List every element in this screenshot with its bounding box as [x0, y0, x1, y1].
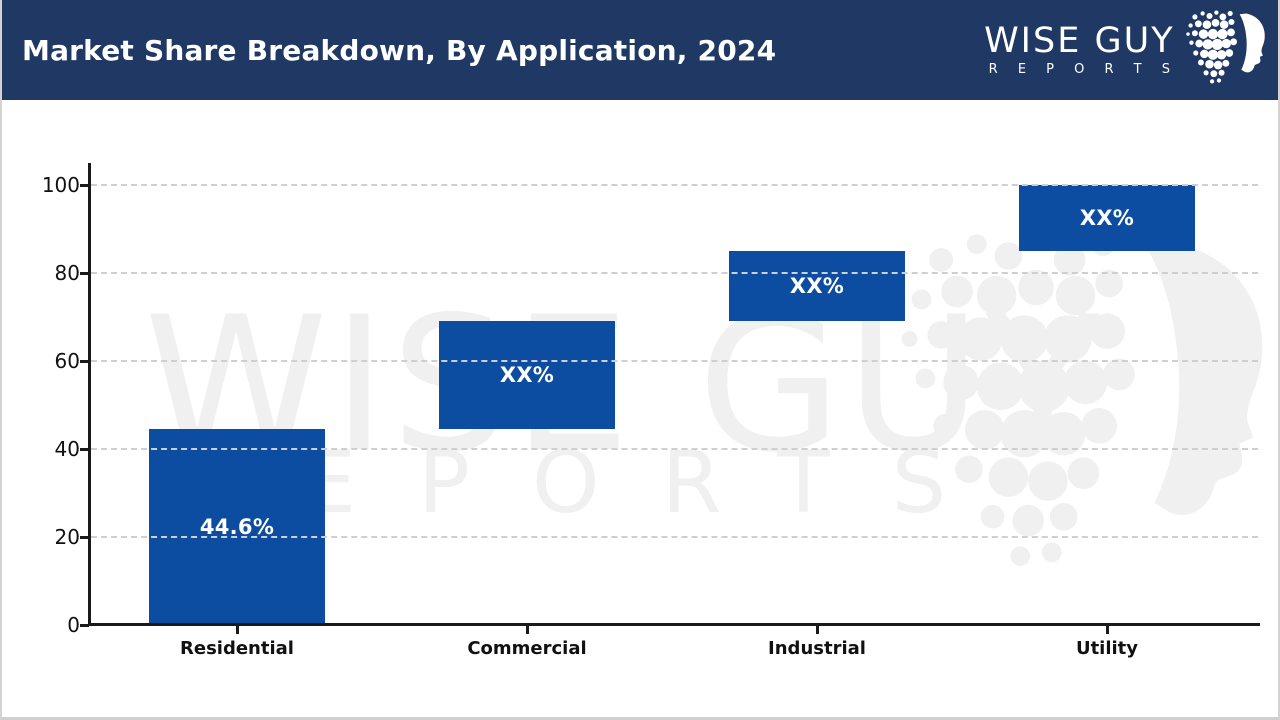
gridline [91, 360, 1258, 362]
gridline [91, 448, 1258, 450]
y-axis-line [88, 163, 91, 626]
bar-residential: 44.6% [149, 428, 325, 625]
y-tick-mark [80, 360, 89, 363]
brand-name: WISE GUY [984, 20, 1175, 61]
bar-value-label: XX% [789, 273, 845, 298]
chart-plot-area: WISE GUY REPORTS 0 20 40 60 80 100 Re [2, 100, 1278, 717]
bar-value-label: XX% [499, 362, 555, 387]
brand-logo-text: WISE GUY R E P O R T S [981, 20, 1178, 77]
header: Market Share Breakdown, By Application, … [2, 0, 1278, 100]
bar-value-label: 44.6% [199, 514, 275, 539]
x-tick-mark [1106, 625, 1109, 634]
x-tick-mark [526, 625, 529, 634]
y-tick-mark [80, 272, 89, 275]
gridline [91, 184, 1258, 186]
bar-industrial: XX% [729, 250, 905, 321]
y-tick-mark [80, 448, 89, 451]
y-tick-label: 100 [41, 173, 80, 197]
x-tick-mark [236, 625, 239, 634]
y-tick-mark [80, 624, 89, 627]
x-tick-label-utility: Utility [1075, 638, 1139, 659]
x-tick-mark [816, 625, 819, 634]
x-tick-label-industrial: Industrial [768, 638, 866, 659]
y-tick-label: 40 [54, 437, 80, 461]
bar-commercial: XX% [439, 320, 615, 429]
watermark-face-icon [901, 230, 1263, 567]
brand-subtitle: R E P O R T S [988, 61, 1178, 77]
x-tick-label-residential: Residential [180, 638, 294, 659]
page-title: Market Share Breakdown, By Application, … [22, 33, 777, 67]
y-tick-label: 0 [67, 613, 80, 637]
x-tick-label-commercial: Commercial [467, 638, 587, 659]
bar-value-label: XX% [1079, 205, 1135, 230]
brand-face-icon [1186, 10, 1265, 84]
x-axis-line [90, 623, 1260, 626]
y-tick-label: 60 [54, 349, 80, 373]
bar-utility: XX% [1019, 185, 1195, 251]
y-tick-mark [80, 184, 89, 187]
brand-logo: WISE GUY R E P O R T S [981, 6, 1268, 94]
gridline [91, 272, 1258, 274]
y-tick-label: 20 [54, 525, 80, 549]
y-tick-mark [80, 536, 89, 539]
y-tick-label: 80 [54, 261, 80, 285]
gridline [91, 536, 1258, 538]
